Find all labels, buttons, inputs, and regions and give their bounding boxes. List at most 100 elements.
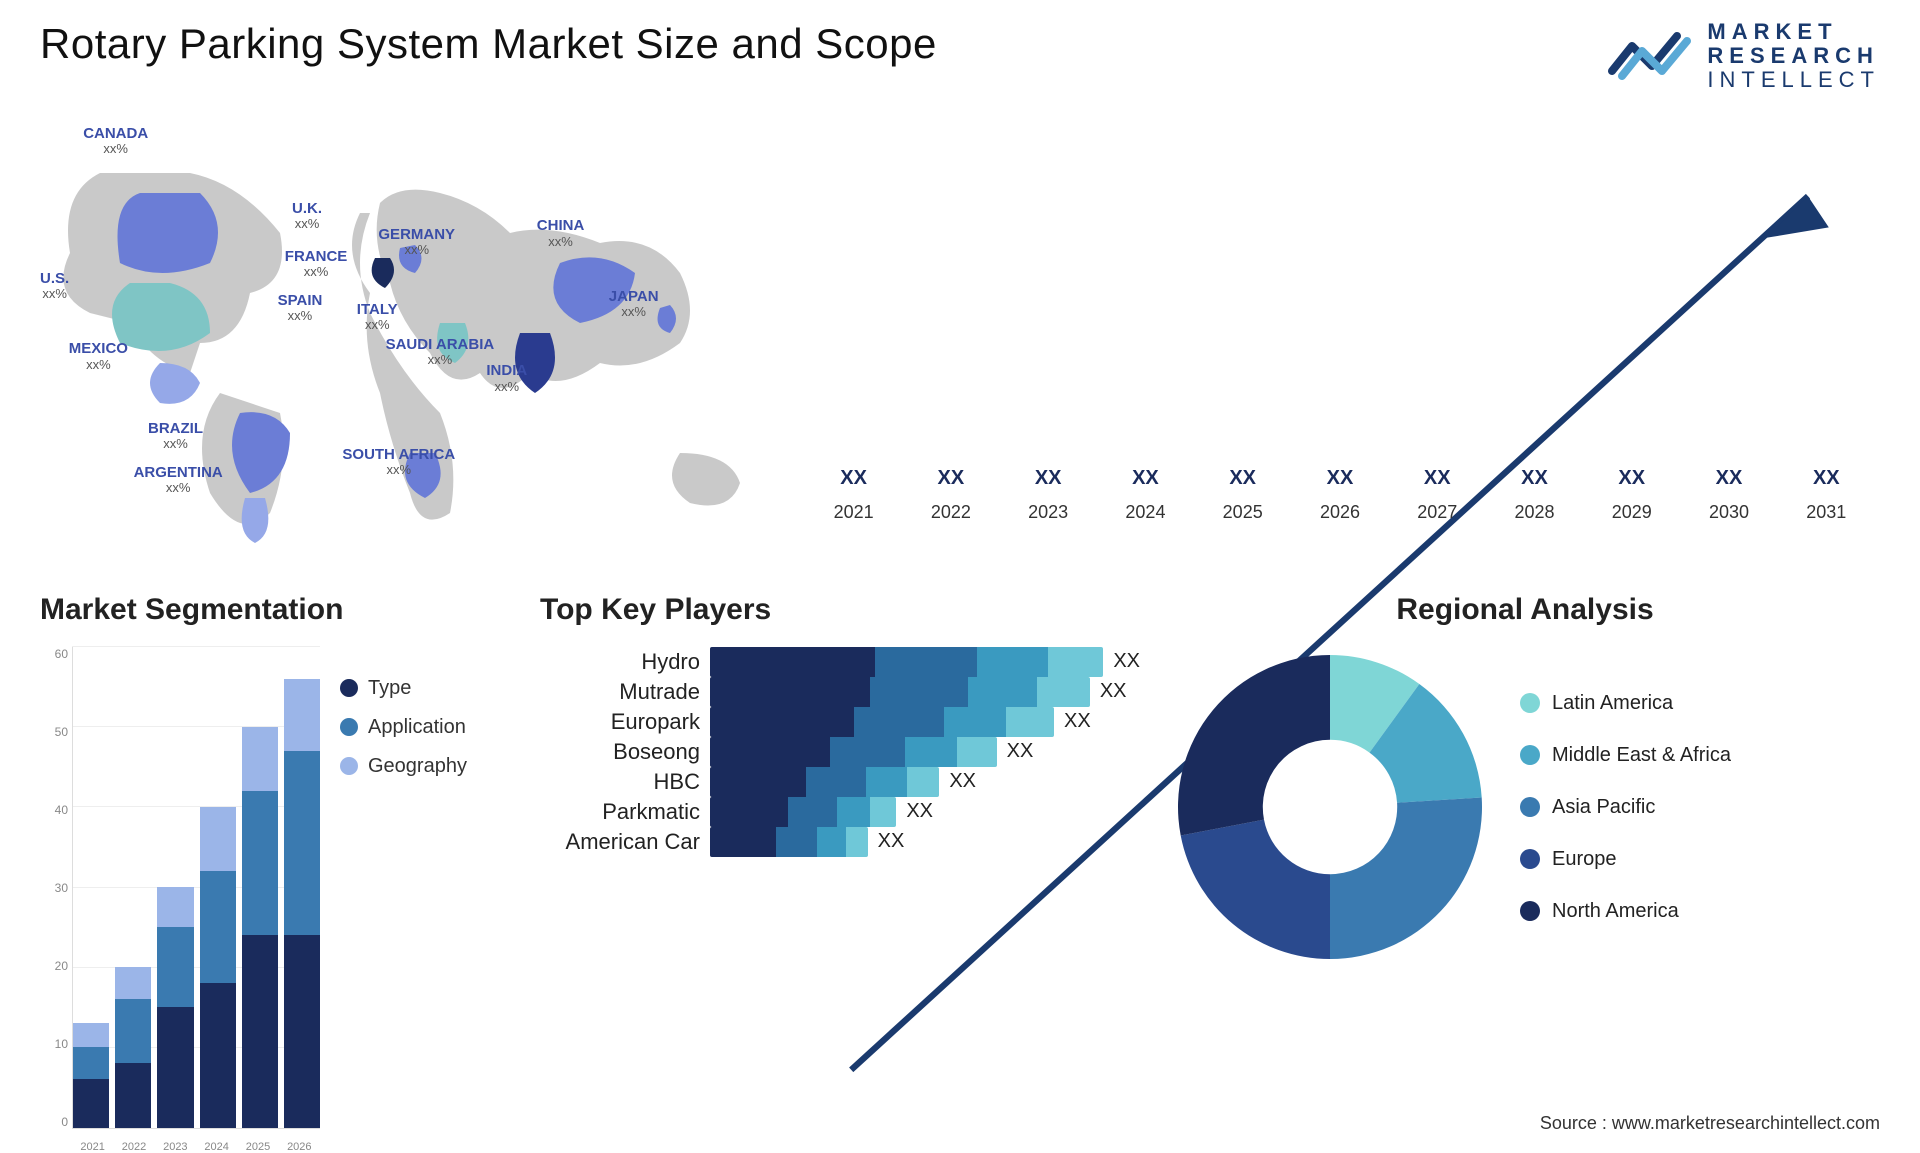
growth-bar: XX 2021 [810,467,897,523]
growth-bar: XX 2029 [1588,467,1675,523]
logo-chevron-icon [1607,26,1697,86]
growth-bar: XX 2028 [1491,467,1578,523]
growth-bar-value: XX [1716,467,1743,490]
logo-text-1: MARKET [1707,20,1880,44]
growth-bar: XX 2030 [1685,467,1772,523]
seg-bar [242,727,278,1128]
country-label: SOUTH AFRICAxx% [342,447,455,478]
player-bar: XX [710,707,1140,737]
brand-logo: MARKET RESEARCH INTELLECT [1607,20,1880,93]
logo-text-2: RESEARCH [1707,44,1880,68]
player-value: XX [1064,710,1091,733]
seg-legend-item: Geography [340,755,510,778]
regional-panel: Regional Analysis Latin America Middle Ea… [1170,593,1880,1153]
player-bar: XX [710,737,1140,767]
growth-chart: XX2021XX2022XX2023XX2024XX2025XX2026XX20… [800,113,1880,553]
seg-bar [115,967,151,1127]
player-bar: XX [710,797,1140,827]
region-legend-item: Europe [1520,847,1880,871]
segmentation-chart: 0102030405060 202120222023202420252026 [40,647,320,1153]
player-bar: XX [710,677,1140,707]
regional-legend: Latin America Middle East & Africa Asia Pa… [1520,691,1880,923]
region-legend-item: Latin America [1520,691,1880,715]
seg-bar [73,1023,109,1127]
country-label: U.K.xx% [292,201,322,232]
player-value: XX [1100,680,1127,703]
growth-bar-value: XX [938,467,965,490]
seg-bar [284,679,320,1128]
player-value: XX [878,830,905,853]
growth-bar-year: 2025 [1223,502,1263,523]
country-label: GERMANYxx% [378,227,455,258]
country-label: JAPANxx% [609,289,659,320]
donut-slice [1181,819,1330,958]
bottom-row: Market Segmentation 0102030405060 202120… [40,593,1880,1153]
players-bars: XXXXXXXXXXXXXX [710,647,1140,857]
growth-bar-year: 2022 [931,502,971,523]
seg-legend-item: Application [340,716,510,739]
growth-bar-year: 2031 [1806,502,1846,523]
growth-bar: XX2024 [1102,467,1189,523]
country-label: MEXICOxx% [69,341,128,372]
top-row: CANADAxx% U.S.xx% MEXICOxx% BRAZILxx% ARGENT… [40,113,1880,553]
donut-slice [1178,655,1330,835]
player-label: American Car [540,829,700,855]
growth-bar-year: 2026 [1320,502,1360,523]
player-label: Europark [540,709,700,735]
growth-bar: XX 2027 [1394,467,1481,523]
growth-bar-year: 2030 [1709,502,1749,523]
growth-bar-year: 2028 [1514,502,1554,523]
seg-legend-item: Type [340,677,510,700]
growth-bar-year: 2021 [834,502,874,523]
growth-bar-value: XX [1424,467,1451,490]
growth-bar-value: XX [1229,467,1256,490]
growth-bar: XX2026 [1296,467,1383,523]
country-label: ARGENTINAxx% [134,465,223,496]
players-labels: HydroMutradeEuroparkBoseongHBCParkmaticA… [540,647,700,857]
regional-title: Regional Analysis [1396,593,1653,627]
growth-bar-value: XX [1813,467,1840,490]
world-map-panel: CANADAxx% U.S.xx% MEXICOxx% BRAZILxx% ARGENT… [40,113,760,553]
country-label: SAUDI ARABIAxx% [386,337,495,368]
growth-bar-year: 2027 [1417,502,1457,523]
region-legend-item: North America [1520,899,1880,923]
growth-bar: XX 2023 [1005,467,1092,523]
growth-bar-year: 2029 [1612,502,1652,523]
regional-donut [1170,647,1490,967]
growth-bar-value: XX [1521,467,1548,490]
player-label: Hydro [540,649,700,675]
player-bar: XX [710,767,1140,797]
country-label: U.S.xx% [40,271,69,302]
country-label: CANADAxx% [83,126,148,157]
player-value: XX [949,770,976,793]
players-panel: Top Key Players HydroMutradeEuroparkBose… [540,593,1140,1153]
donut-slice [1330,797,1482,959]
seg-bar [157,887,193,1128]
country-label: BRAZILxx% [148,421,203,452]
growth-bar-value: XX [1035,467,1062,490]
segmentation-legend: Type Application Geography [340,647,510,1153]
growth-bar-value: XX [1132,467,1159,490]
player-label: Parkmatic [540,799,700,825]
player-label: HBC [540,769,700,795]
country-label: FRANCExx% [285,249,348,280]
region-legend-item: Asia Pacific [1520,795,1880,819]
region-legend-item: Middle East & Africa [1520,743,1880,767]
logo-text-3: INTELLECT [1707,68,1880,92]
seg-bar [200,807,236,1128]
growth-bar-value: XX [1618,467,1645,490]
player-label: Mutrade [540,679,700,705]
growth-bar-value: XX [840,467,867,490]
player-value: XX [1007,740,1034,763]
country-label: INDIAxx% [486,363,527,394]
growth-bar: XX 2025 [1199,467,1286,523]
source-text: Source : www.marketresearchintellect.com [1540,1113,1880,1134]
growth-bar: XX 2022 [907,467,994,523]
growth-bar-year: 2023 [1028,502,1068,523]
player-value: XX [906,800,933,823]
country-label: SPAINxx% [278,293,323,324]
player-value: XX [1113,650,1140,673]
page-title: Rotary Parking System Market Size and Sc… [40,20,937,68]
players-title: Top Key Players [540,593,1140,627]
country-label: CHINAxx% [537,218,585,249]
